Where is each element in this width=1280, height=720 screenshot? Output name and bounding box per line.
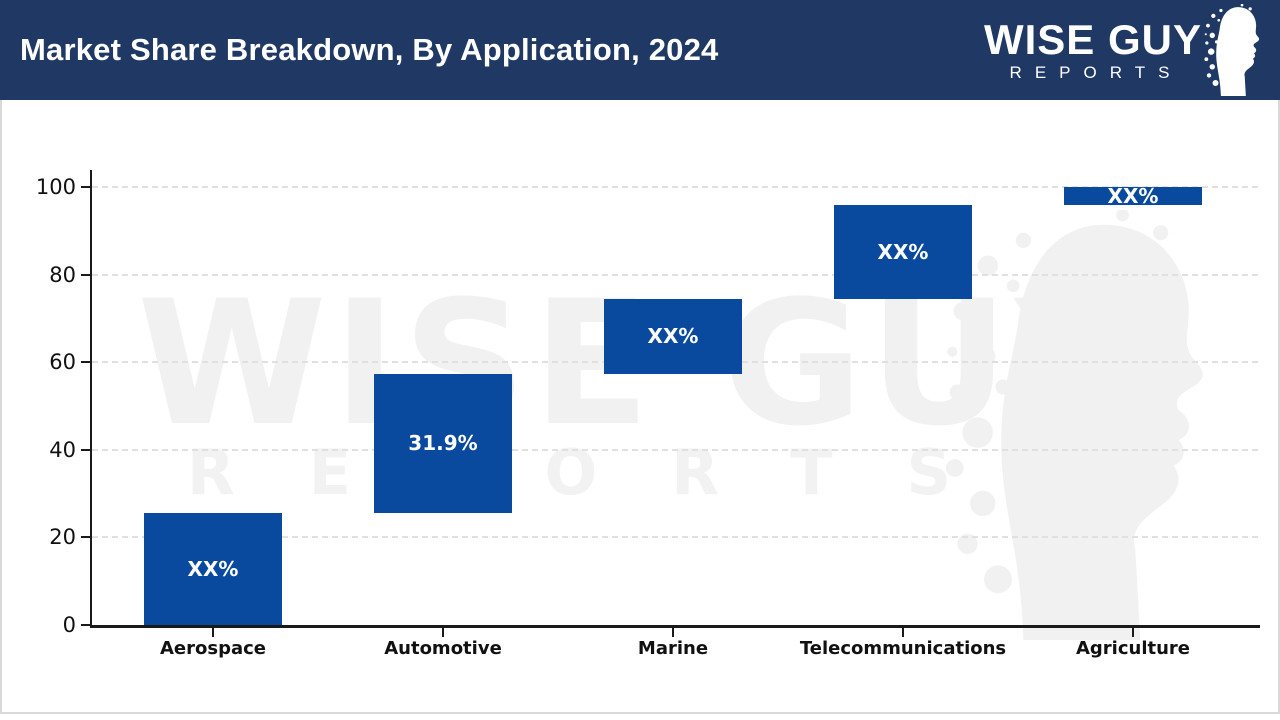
y-tick-label: 100	[35, 175, 76, 199]
gridline-40	[92, 448, 1258, 451]
brand-logo: WISE GUY REPORTS	[984, 4, 1272, 96]
bar-value-label: 31.9%	[408, 431, 478, 456]
x-tick	[672, 628, 674, 637]
y-tick	[81, 624, 90, 626]
x-tick	[902, 628, 904, 637]
x-category-label-telecommunications: Telecommunications	[799, 638, 1007, 659]
gridline-80	[92, 273, 1258, 276]
x-category-label-automotive: Automotive	[384, 638, 502, 659]
brand-subname: REPORTS	[1009, 63, 1183, 82]
x-category-label-aerospace: Aerospace	[159, 638, 266, 659]
bar-agriculture: XX%	[1064, 183, 1202, 208]
y-tick-label: 0	[62, 613, 76, 637]
bar-aerospace: XX%	[144, 513, 282, 625]
bar-value-label: XX%	[1107, 183, 1159, 208]
y-tick-label: 40	[49, 437, 76, 462]
bar-value-label: XX%	[187, 557, 239, 582]
y-tick	[81, 536, 90, 539]
watermark-subtext: REPORTS	[187, 436, 1026, 509]
x-category-label-agriculture: Agriculture	[1075, 638, 1191, 659]
x-tick	[1132, 628, 1134, 637]
bar-value-label: XX%	[647, 324, 699, 349]
dotted-face-logo-icon	[1204, 4, 1260, 96]
header-bar: Market Share Breakdown, By Application, …	[0, 0, 1280, 100]
brand-logo-text: WISE GUY REPORTS	[983, 16, 1202, 82]
bar-marine: XX%	[604, 298, 742, 374]
x-category-label-marine: Marine	[637, 638, 709, 659]
y-tick	[81, 361, 90, 364]
y-tick-label: 20	[49, 525, 76, 550]
bar-telecommunications: XX%	[834, 204, 972, 299]
y-tick	[81, 448, 90, 451]
x-tick	[212, 628, 214, 637]
y-tick-label: 80	[49, 262, 76, 287]
gridline-100	[92, 186, 1258, 188]
brand-name: WISE GUY	[983, 16, 1202, 63]
gridline-20	[92, 536, 1258, 539]
y-tick	[81, 273, 90, 276]
y-tick	[81, 186, 90, 188]
y-axis-line	[90, 170, 92, 628]
bar-automotive: 31.9%	[374, 373, 512, 514]
bar-value-label: XX%	[877, 239, 929, 264]
page-title: Market Share Breakdown, By Application, …	[20, 32, 719, 67]
chart-area: WISE GUY REPORTS XX% 31.9% XX% XX% XX% 0 20 40 6…	[0, 100, 1280, 714]
x-axis-line	[90, 625, 1260, 628]
x-tick	[442, 628, 444, 637]
y-tick-label: 60	[49, 350, 76, 375]
